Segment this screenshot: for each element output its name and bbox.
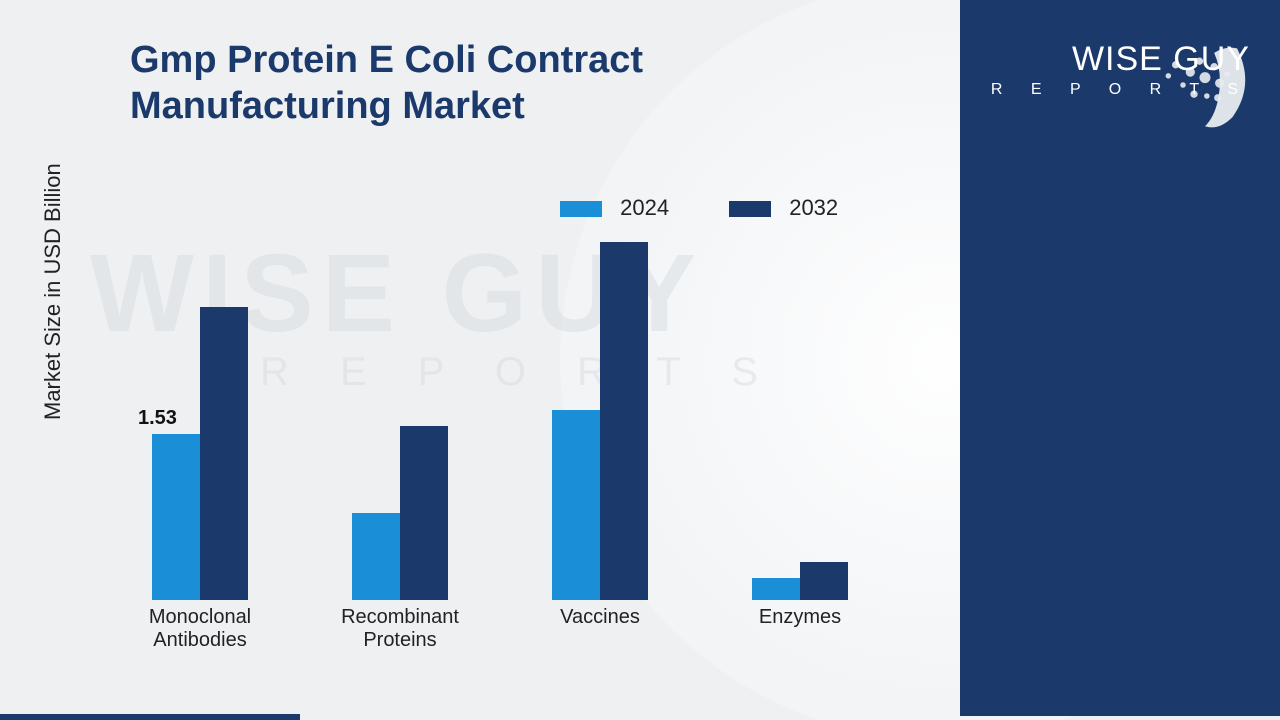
- bar-2032: [800, 562, 848, 600]
- bar-2024: [752, 578, 800, 600]
- bar-group: [320, 426, 480, 600]
- bar-2032: [600, 242, 648, 600]
- bar-chart: Market Size in USD Billion MonoclonalAnt…: [100, 220, 940, 650]
- legend-swatch-2032: [729, 201, 771, 217]
- legend-swatch-2024: [560, 201, 602, 217]
- bar-group: [720, 562, 880, 600]
- legend-item-2032: 2032: [729, 195, 838, 221]
- legend-item-2024: 2024: [560, 195, 669, 221]
- legend-label-2032: 2032: [789, 195, 838, 220]
- bar-value-label: 1.53: [138, 407, 177, 430]
- chart-title: Gmp Protein E Coli Contract Manufacturin…: [130, 38, 750, 129]
- right-brand-panel: [960, 0, 1280, 716]
- bottom-accent-bar: [0, 714, 300, 720]
- brand-block: WISE GUY R E P O R T S: [991, 40, 1250, 99]
- bar-group: [120, 307, 280, 600]
- brand-name: WISE GUY: [991, 40, 1250, 79]
- bar-group: [520, 242, 680, 600]
- y-axis-label: Market Size in USD Billion: [40, 163, 66, 420]
- brand-subtitle: R E P O R T S: [991, 81, 1250, 99]
- bar-2032: [400, 426, 448, 600]
- bar-2024: [352, 513, 400, 600]
- category-label: MonoclonalAntibodies: [110, 606, 290, 652]
- category-label: RecombinantProteins: [310, 606, 490, 652]
- category-label: Vaccines: [510, 606, 690, 629]
- bar-2024: [552, 410, 600, 600]
- chart-canvas: WISE GUY R E P O R T S Gmp Protein E Col…: [0, 0, 1280, 720]
- plot-area: MonoclonalAntibodies1.53RecombinantProte…: [120, 220, 920, 600]
- category-label: Enzymes: [710, 606, 890, 629]
- bar-2032: [200, 307, 248, 600]
- legend-label-2024: 2024: [620, 195, 669, 220]
- bar-2024: [152, 434, 200, 600]
- chart-legend: 2024 2032: [560, 195, 838, 221]
